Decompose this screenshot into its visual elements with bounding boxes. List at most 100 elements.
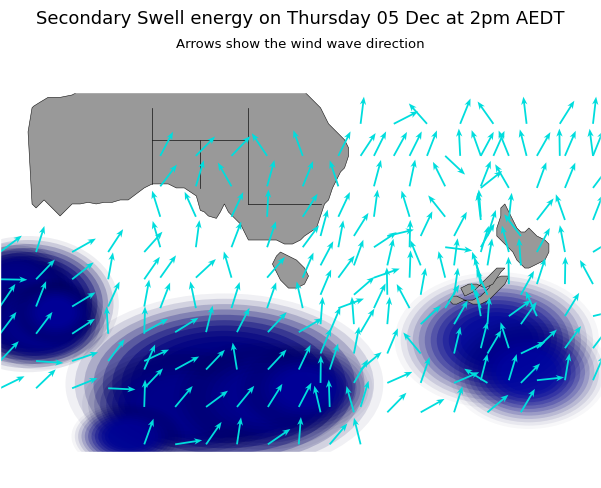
Ellipse shape xyxy=(0,295,84,353)
Ellipse shape xyxy=(0,251,63,325)
Ellipse shape xyxy=(35,296,78,328)
Ellipse shape xyxy=(148,384,221,424)
Ellipse shape xyxy=(0,264,82,344)
Ellipse shape xyxy=(94,309,355,459)
Ellipse shape xyxy=(501,352,557,392)
Ellipse shape xyxy=(103,315,346,454)
Ellipse shape xyxy=(0,280,60,328)
Ellipse shape xyxy=(468,329,590,416)
Ellipse shape xyxy=(150,342,299,427)
Ellipse shape xyxy=(95,416,162,456)
Ellipse shape xyxy=(75,299,374,470)
Ellipse shape xyxy=(130,374,239,434)
Ellipse shape xyxy=(455,312,539,368)
Ellipse shape xyxy=(0,276,66,332)
Ellipse shape xyxy=(13,280,99,344)
Ellipse shape xyxy=(108,424,148,448)
Ellipse shape xyxy=(159,347,290,422)
Ellipse shape xyxy=(0,268,76,340)
Ellipse shape xyxy=(0,272,71,336)
Ellipse shape xyxy=(12,305,68,343)
Ellipse shape xyxy=(195,353,334,440)
Ellipse shape xyxy=(0,248,103,360)
Ellipse shape xyxy=(105,422,151,450)
Ellipse shape xyxy=(0,248,66,328)
Ellipse shape xyxy=(88,351,281,458)
Ellipse shape xyxy=(140,336,308,432)
Text: Arrows show the wind wave direction: Arrows show the wind wave direction xyxy=(176,39,425,51)
Ellipse shape xyxy=(0,256,56,320)
Ellipse shape xyxy=(98,418,158,454)
Ellipse shape xyxy=(29,292,83,332)
Polygon shape xyxy=(28,17,349,244)
Ellipse shape xyxy=(431,296,563,384)
Ellipse shape xyxy=(0,292,88,356)
Ellipse shape xyxy=(0,243,73,333)
Ellipse shape xyxy=(179,343,350,449)
Text: Secondary Swell energy on Thursday 05 Dec at 2pm AEDT: Secondary Swell energy on Thursday 05 De… xyxy=(36,10,565,27)
Ellipse shape xyxy=(32,294,80,330)
Polygon shape xyxy=(461,268,505,296)
Ellipse shape xyxy=(245,348,365,428)
Ellipse shape xyxy=(0,236,119,372)
Ellipse shape xyxy=(252,353,356,423)
Ellipse shape xyxy=(78,407,178,467)
Ellipse shape xyxy=(112,320,337,448)
Ellipse shape xyxy=(200,356,329,436)
Ellipse shape xyxy=(16,282,96,342)
Ellipse shape xyxy=(75,404,182,468)
Ellipse shape xyxy=(461,316,533,364)
Ellipse shape xyxy=(112,364,257,445)
Ellipse shape xyxy=(0,282,104,367)
Ellipse shape xyxy=(40,300,72,324)
Ellipse shape xyxy=(216,366,313,427)
Ellipse shape xyxy=(85,410,172,462)
Ellipse shape xyxy=(121,325,327,443)
Ellipse shape xyxy=(477,335,581,409)
Ellipse shape xyxy=(272,367,337,409)
Ellipse shape xyxy=(0,259,53,318)
Ellipse shape xyxy=(24,288,88,336)
Ellipse shape xyxy=(94,354,275,454)
Ellipse shape xyxy=(185,346,344,447)
Ellipse shape xyxy=(496,349,561,396)
Ellipse shape xyxy=(4,300,76,348)
Ellipse shape xyxy=(443,304,551,376)
Ellipse shape xyxy=(463,325,594,419)
Ellipse shape xyxy=(459,322,599,422)
Ellipse shape xyxy=(0,289,92,359)
Ellipse shape xyxy=(106,361,263,447)
Ellipse shape xyxy=(240,346,368,431)
Ellipse shape xyxy=(102,420,155,452)
Ellipse shape xyxy=(281,372,329,404)
Polygon shape xyxy=(272,252,308,288)
Ellipse shape xyxy=(136,378,233,431)
Polygon shape xyxy=(497,204,549,268)
Ellipse shape xyxy=(0,284,100,364)
Ellipse shape xyxy=(118,367,251,441)
Ellipse shape xyxy=(437,300,557,380)
Ellipse shape xyxy=(0,260,87,348)
Ellipse shape xyxy=(0,297,80,351)
Ellipse shape xyxy=(260,359,349,418)
Ellipse shape xyxy=(0,287,96,362)
Ellipse shape xyxy=(0,252,97,356)
Ellipse shape xyxy=(8,303,72,346)
Ellipse shape xyxy=(449,308,545,372)
Ellipse shape xyxy=(142,381,227,427)
Ellipse shape xyxy=(91,414,165,458)
Ellipse shape xyxy=(257,356,353,420)
Ellipse shape xyxy=(276,369,332,407)
Ellipse shape xyxy=(269,364,341,412)
Ellipse shape xyxy=(264,362,344,415)
Ellipse shape xyxy=(487,342,571,402)
Ellipse shape xyxy=(492,346,566,399)
Ellipse shape xyxy=(0,264,46,312)
Ellipse shape xyxy=(248,351,361,426)
Ellipse shape xyxy=(0,256,92,352)
Ellipse shape xyxy=(0,245,70,331)
Ellipse shape xyxy=(66,293,383,475)
Ellipse shape xyxy=(131,331,318,438)
Ellipse shape xyxy=(0,272,36,304)
Ellipse shape xyxy=(401,276,593,404)
